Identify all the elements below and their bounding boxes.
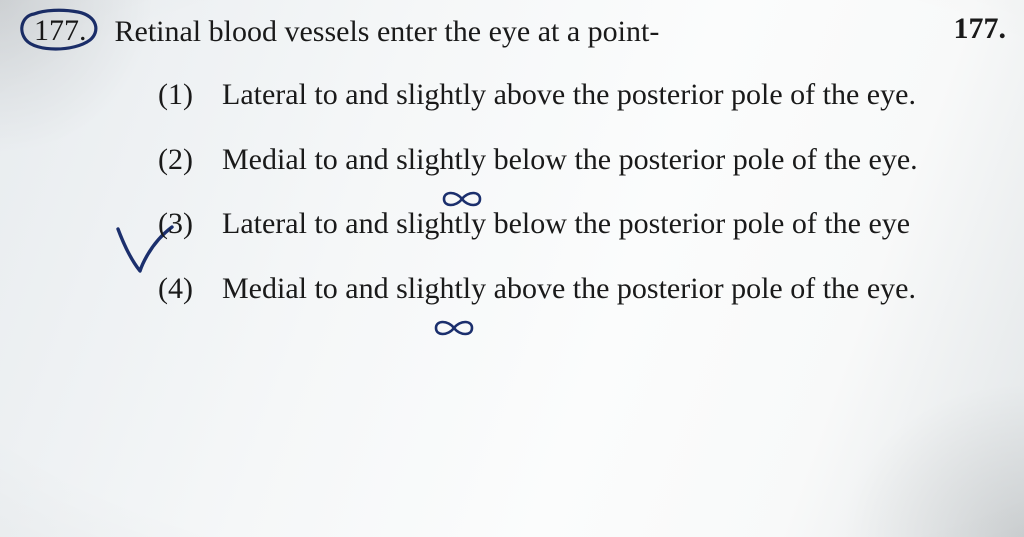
option: (4) Medial to and slightly above the pos…: [158, 266, 934, 313]
page: 177. Retinal blood vessels enter the eye…: [0, 0, 1024, 537]
pen-infinity-mark-icon: [430, 314, 478, 342]
option: (3) Lateral to and slightly below the po…: [158, 201, 934, 248]
option-text: Medial to and slightly above the posteri…: [222, 272, 916, 305]
option: (1) Lateral to and slightly above the po…: [158, 72, 934, 119]
option-text: Lateral to and slightly above the poster…: [222, 78, 916, 111]
option-label: (3): [158, 201, 193, 248]
question-row: 177. Retinal blood vessels enter the eye…: [32, 12, 1006, 53]
option-text: Medial to and slightly below the posteri…: [222, 143, 918, 176]
options-list: (1) Lateral to and slightly above the po…: [158, 72, 934, 330]
question-number: 177.: [32, 12, 89, 50]
option: (2) Medial to and slightly below the pos…: [158, 137, 934, 184]
photo-shadow: [764, 317, 1024, 537]
question-text: Retinal blood vessels enter the eye at a…: [115, 12, 660, 53]
option-label: (1): [158, 72, 193, 119]
option-text: Lateral to and slightly below the poster…: [222, 207, 910, 240]
question-number-text: 177.: [34, 14, 87, 47]
option-label: (2): [158, 137, 193, 184]
right-margin-number: 177.: [954, 12, 1007, 46]
option-label: (4): [158, 266, 193, 313]
